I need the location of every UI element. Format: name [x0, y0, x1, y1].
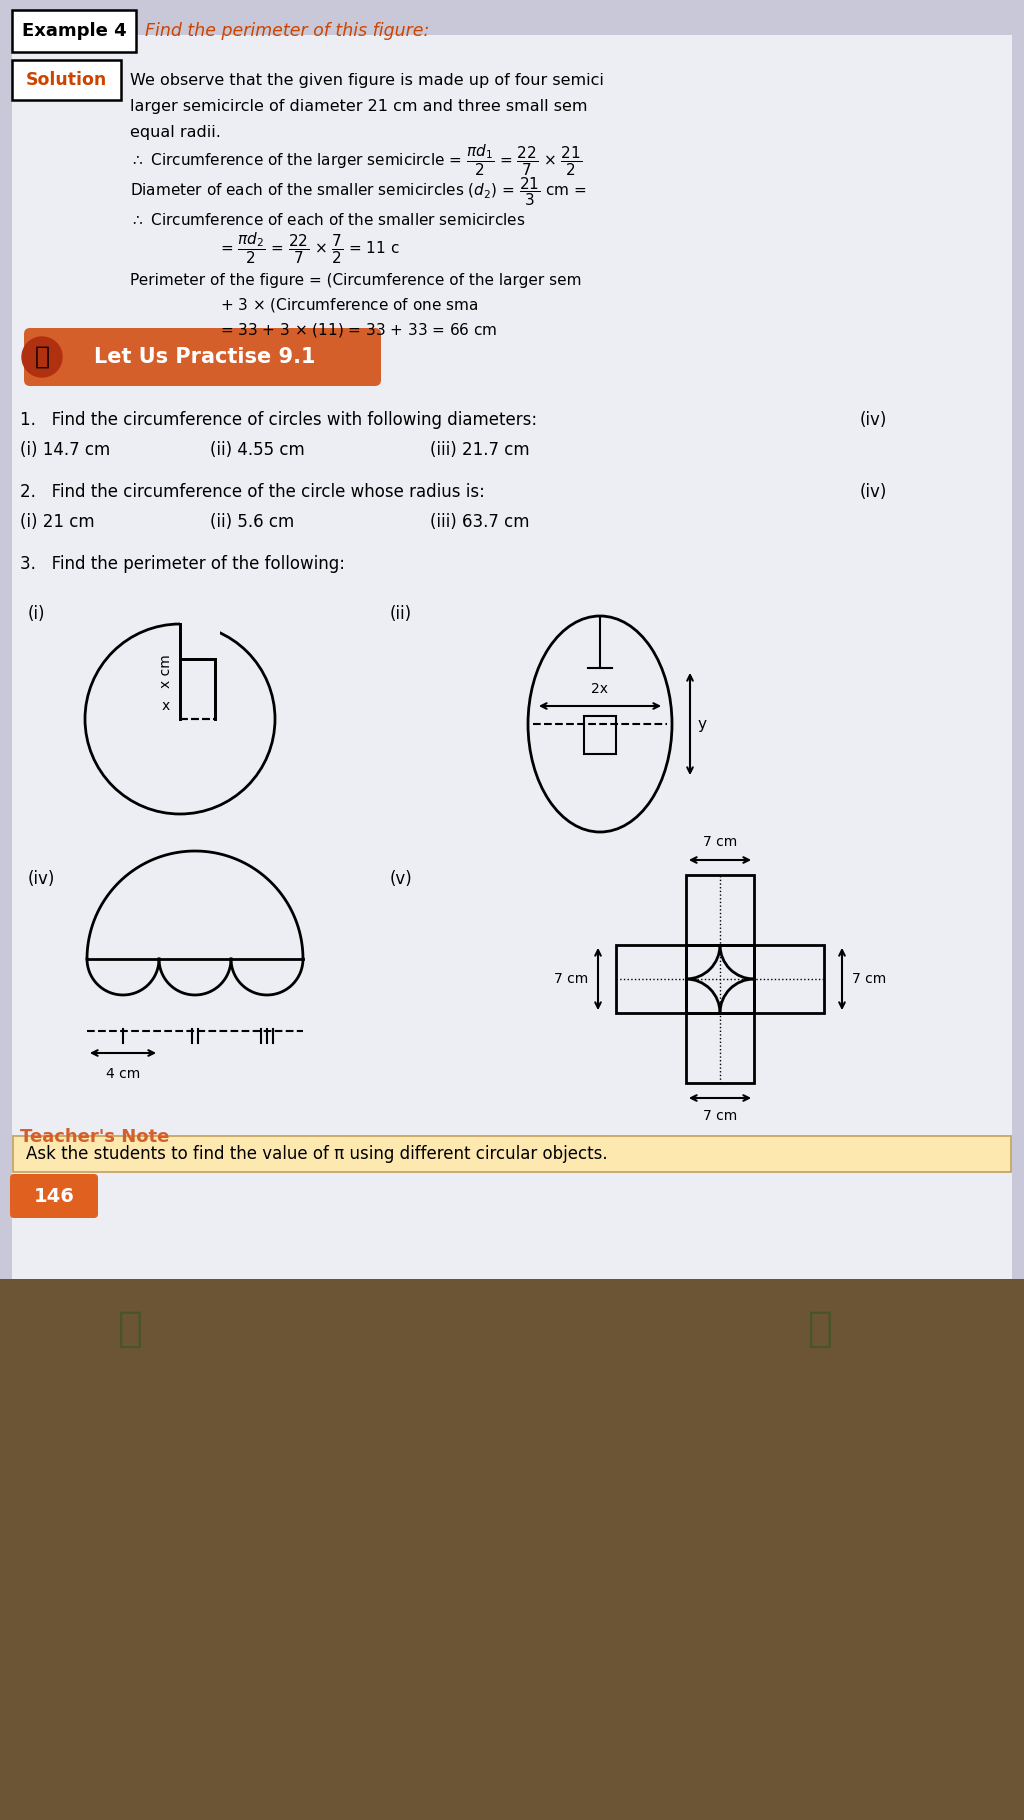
Text: 1.   Find the circumference of circles with following diameters:: 1. Find the circumference of circles wit… — [20, 411, 538, 430]
Text: + 3 $\times$ (Circumference of one sma: + 3 $\times$ (Circumference of one sma — [220, 297, 478, 315]
Text: (i) 14.7 cm: (i) 14.7 cm — [20, 440, 111, 459]
Text: 7 cm: 7 cm — [554, 972, 588, 986]
Text: 7 cm: 7 cm — [852, 972, 886, 986]
Text: 2x: 2x — [592, 682, 608, 695]
Text: Solution: Solution — [26, 71, 106, 89]
Bar — [754, 945, 824, 1014]
Text: 🍃: 🍃 — [118, 1309, 142, 1350]
Text: larger semicircle of diameter 21 cm and three small sem: larger semicircle of diameter 21 cm and … — [130, 98, 588, 113]
Bar — [686, 875, 754, 945]
Text: (ii) 4.55 cm: (ii) 4.55 cm — [210, 440, 305, 459]
Text: Let Us Practise 9.1: Let Us Practise 9.1 — [94, 348, 315, 368]
Text: equal radii.: equal radii. — [130, 124, 221, 140]
FancyBboxPatch shape — [24, 328, 381, 386]
Text: Teacher's Note: Teacher's Note — [20, 1128, 169, 1147]
Text: 3.   Find the perimeter of the following:: 3. Find the perimeter of the following: — [20, 555, 345, 573]
Text: 2.   Find the circumference of the circle whose radius is:: 2. Find the circumference of the circle … — [20, 482, 485, 500]
Text: = 33 + 3 $\times$ (11) = 33 + 33 = 66 cm: = 33 + 3 $\times$ (11) = 33 + 33 = 66 cm — [220, 320, 498, 339]
Text: $\therefore$ Circumference of the larger semicircle = $\dfrac{\pi d_1}{2}$ = $\d: $\therefore$ Circumference of the larger… — [130, 142, 583, 178]
Bar — [584, 715, 616, 753]
Text: Perimeter of the figure = (Circumference of the larger sem: Perimeter of the figure = (Circumference… — [130, 273, 582, 288]
Bar — [616, 945, 686, 1014]
Text: (i): (i) — [28, 604, 45, 622]
Text: We observe that the given figure is made up of four semici: We observe that the given figure is made… — [130, 73, 604, 87]
Text: = $\dfrac{\pi d_2}{2}$ = $\dfrac{22}{7}$ $\times$ $\dfrac{7}{2}$ = 11 c: = $\dfrac{\pi d_2}{2}$ = $\dfrac{22}{7}$… — [220, 231, 399, 266]
Text: 7 cm: 7 cm — [702, 835, 737, 848]
Text: Find the perimeter of this figure:: Find the perimeter of this figure: — [145, 22, 429, 40]
Text: $\therefore$ Circumference of each of the smaller semicircles: $\therefore$ Circumference of each of th… — [130, 211, 525, 228]
Text: 🐜: 🐜 — [35, 346, 49, 369]
Text: Ask the students to find the value of π using different circular objects.: Ask the students to find the value of π … — [26, 1145, 607, 1163]
Text: x cm: x cm — [159, 655, 173, 688]
Text: 4 cm: 4 cm — [105, 1067, 140, 1081]
Text: (ii): (ii) — [390, 604, 412, 622]
Text: Diameter of each of the smaller semicircles $(d_2)$ = $\dfrac{21}{3}$ cm =: Diameter of each of the smaller semicirc… — [130, 175, 587, 207]
FancyBboxPatch shape — [13, 1136, 1011, 1172]
Text: (i) 21 cm: (i) 21 cm — [20, 513, 94, 531]
Text: (iii) 21.7 cm: (iii) 21.7 cm — [430, 440, 529, 459]
Text: x: x — [162, 699, 170, 713]
Text: (iv): (iv) — [860, 482, 888, 500]
Bar — [0, 1279, 1024, 1820]
FancyBboxPatch shape — [10, 1174, 98, 1218]
Text: (ii) 5.6 cm: (ii) 5.6 cm — [210, 513, 294, 531]
Text: (v): (v) — [390, 870, 413, 888]
Bar — [686, 945, 754, 1014]
Circle shape — [22, 337, 62, 377]
Text: 🍃: 🍃 — [808, 1309, 833, 1350]
FancyBboxPatch shape — [12, 9, 136, 53]
Text: 7 cm: 7 cm — [702, 1108, 737, 1123]
Text: y: y — [698, 717, 707, 732]
Bar — [686, 1014, 754, 1083]
Text: (iv): (iv) — [28, 870, 55, 888]
Text: 146: 146 — [34, 1187, 75, 1205]
Text: Example 4: Example 4 — [22, 22, 126, 40]
FancyBboxPatch shape — [12, 60, 121, 100]
Text: (iv): (iv) — [860, 411, 888, 430]
FancyBboxPatch shape — [12, 35, 1012, 1734]
Text: (iii) 63.7 cm: (iii) 63.7 cm — [430, 513, 529, 531]
Bar — [180, 619, 220, 719]
